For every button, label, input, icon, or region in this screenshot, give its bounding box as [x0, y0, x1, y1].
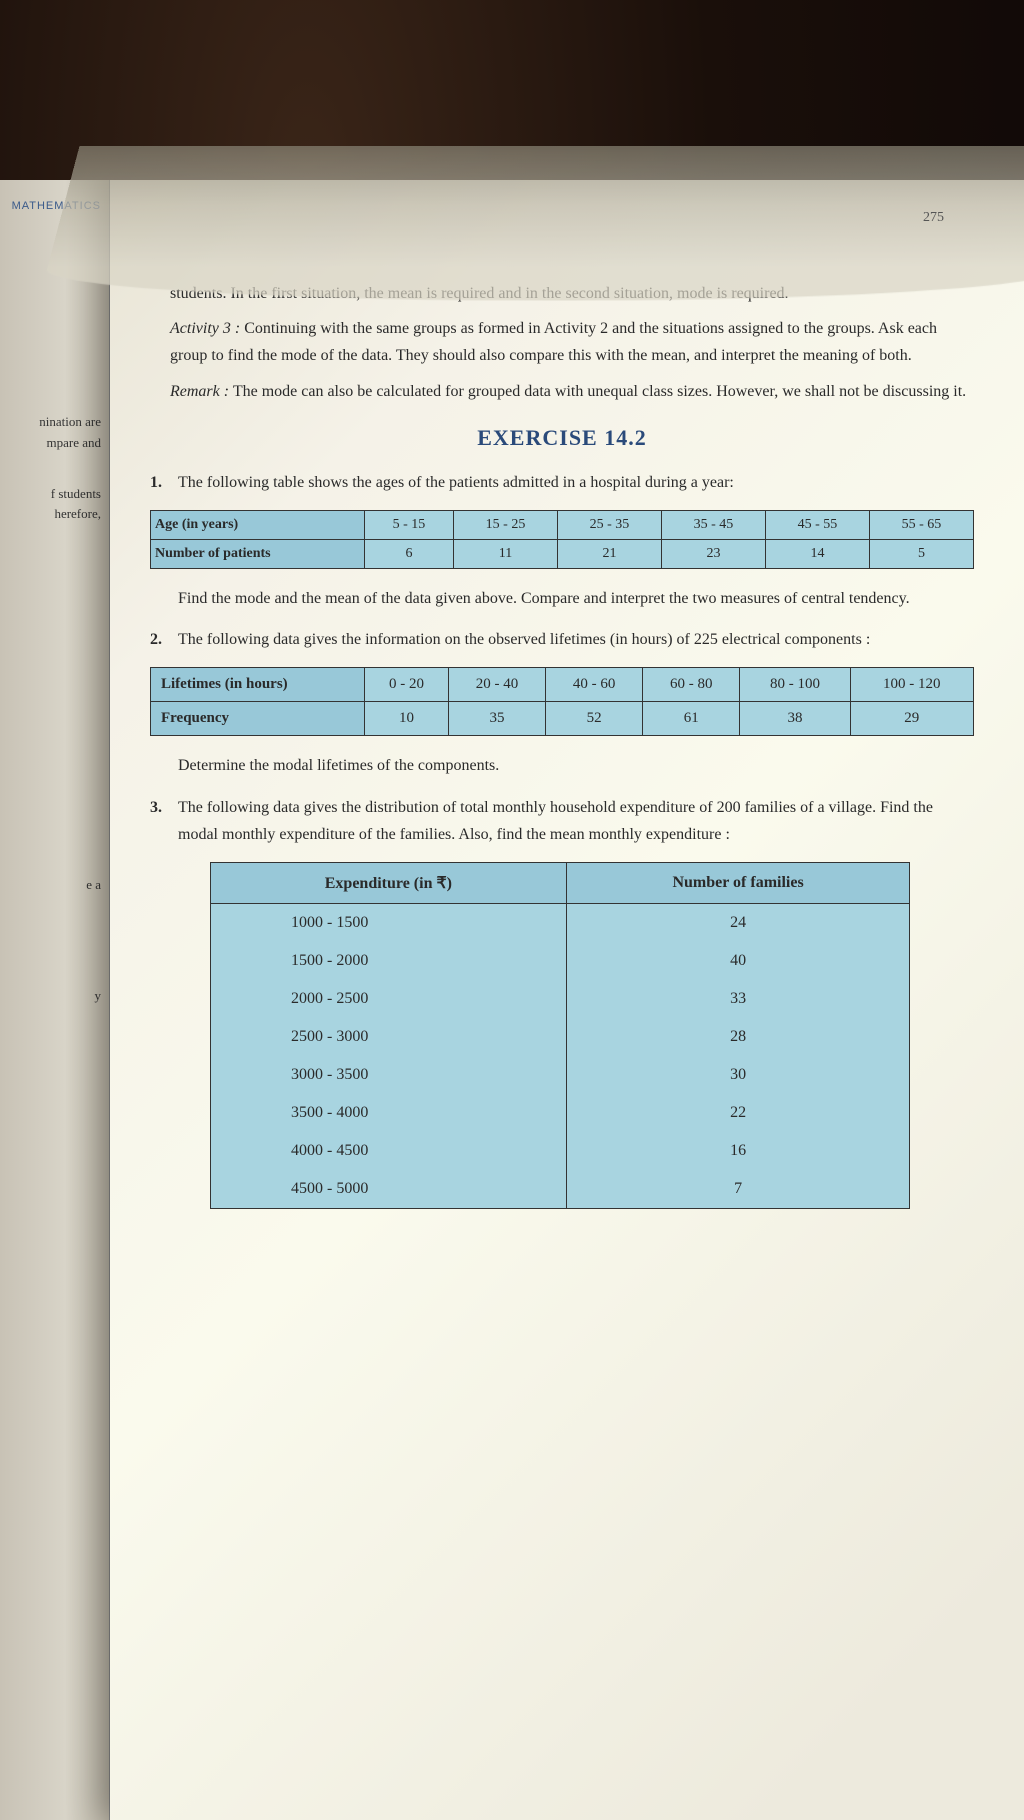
q2-instruction: Determine the modal lifetimes of the com… — [150, 752, 974, 779]
activity-label: Activity 3 : — [170, 320, 240, 337]
q1-text: The following table shows the ages of th… — [178, 474, 734, 491]
q1-number: 1. — [150, 469, 162, 496]
q3-table: Expenditure (in ₹) Number of families 10… — [210, 862, 910, 1209]
margin-fragment-4: y — [8, 986, 101, 1007]
q1-row2-label: Number of patients — [151, 539, 365, 568]
page-curl-shadow — [39, 146, 1024, 301]
margin-fragment-1: nination are mpare and — [8, 412, 101, 454]
question-1: 1. The following table shows the ages of… — [150, 469, 974, 496]
q1-table: Age (in years) 5 - 15 15 - 25 25 - 35 35… — [150, 510, 974, 569]
table-row: 2500 - 300028 — [211, 1018, 910, 1056]
table-row: 1500 - 200040 — [211, 942, 910, 980]
margin-fragment-3: e a — [8, 875, 101, 896]
table-row: 4000 - 450016 — [211, 1132, 910, 1170]
q2-text: The following data gives the information… — [178, 631, 870, 648]
table-row: 2000 - 250033 — [211, 980, 910, 1018]
activity-block: Activity 3 : Continuing with the same gr… — [150, 315, 974, 369]
question-2: 2. The following data gives the informat… — [150, 626, 974, 653]
q2-row2-label: Frequency — [151, 702, 365, 736]
page-wrapper: MATHEMATICS nination are mpare and f stu… — [0, 180, 1024, 1820]
table-row: 3000 - 350030 — [211, 1056, 910, 1094]
q3-number: 3. — [150, 794, 162, 821]
table-row: 4500 - 50007 — [211, 1170, 910, 1209]
remark-block: Remark : The mode can also be calculated… — [150, 378, 974, 405]
q2-number: 2. — [150, 626, 162, 653]
table-row: Lifetimes (in hours) 0 - 20 20 - 40 40 -… — [151, 668, 974, 702]
question-3: 3. The following data gives the distribu… — [150, 794, 974, 848]
q2-table: Lifetimes (in hours) 0 - 20 20 - 40 40 -… — [150, 667, 974, 736]
q3-col2-label: Number of families — [566, 862, 910, 903]
table-row: Number of patients 6 11 21 23 14 5 — [151, 539, 974, 568]
q3-text: The following data gives the distributio… — [178, 799, 933, 843]
exercise-heading: EXERCISE 14.2 — [150, 425, 974, 451]
margin-fragment-2: f students herefore, — [8, 484, 101, 526]
table-header-row: Expenditure (in ₹) Number of families — [211, 862, 910, 903]
page-number: 275 — [923, 210, 944, 226]
q1-row1-label: Age (in years) — [151, 510, 365, 539]
left-margin-strip: MATHEMATICS nination are mpare and f stu… — [0, 180, 110, 1820]
table-row: Frequency 10 35 52 61 38 29 — [151, 702, 974, 736]
q2-row1-label: Lifetimes (in hours) — [151, 668, 365, 702]
q3-col1-label: Expenditure (in ₹) — [211, 862, 567, 903]
q1-instruction: Find the mode and the mean of the data g… — [150, 585, 974, 612]
table-row: 1000 - 150024 — [211, 903, 910, 942]
book-page: 275 students. In the first situation, th… — [110, 180, 1024, 1820]
table-row: 3500 - 400022 — [211, 1094, 910, 1132]
remark-label: Remark : — [170, 383, 229, 400]
table-row: Age (in years) 5 - 15 15 - 25 25 - 35 35… — [151, 510, 974, 539]
